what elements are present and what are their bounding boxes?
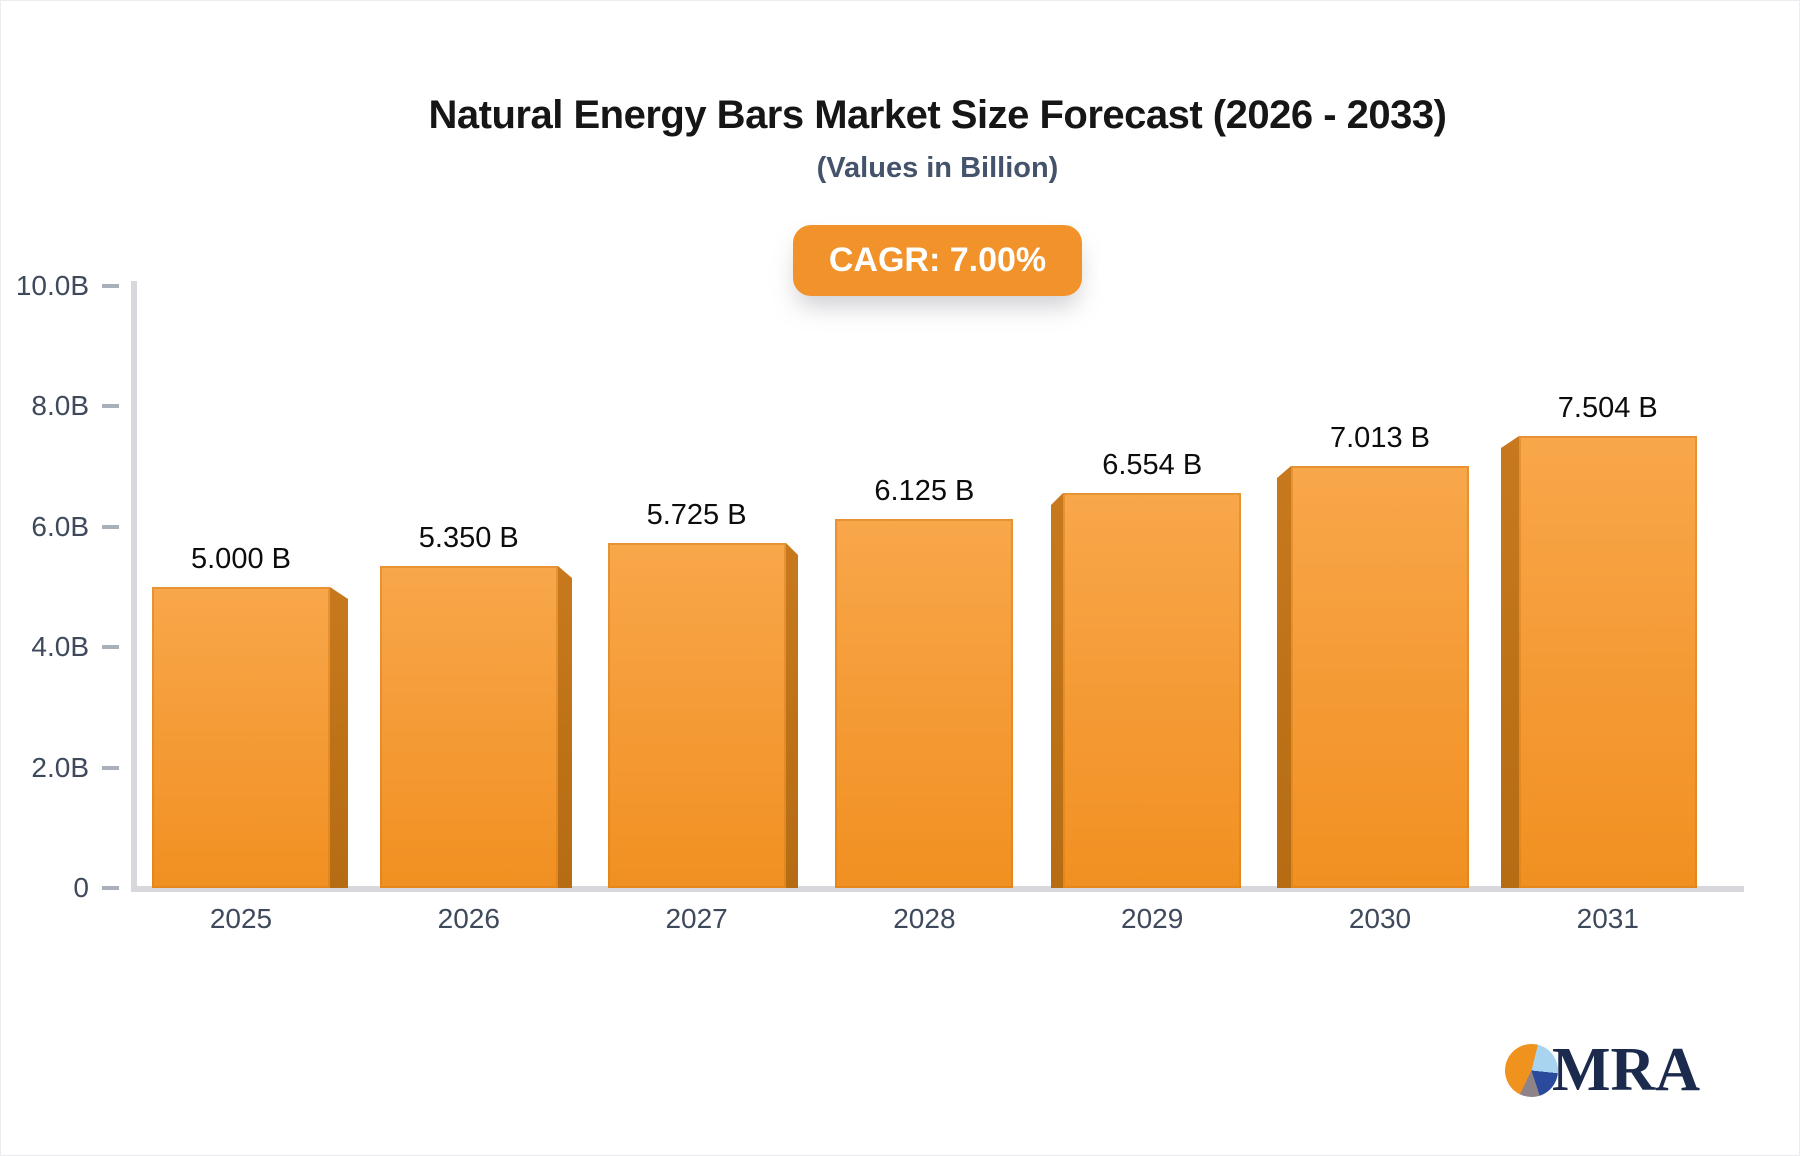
y-tick-dash: [102, 765, 119, 770]
chart-subtitle: (Values in Billion): [816, 152, 1059, 184]
y-tick-label: 0: [73, 872, 89, 903]
chart-title: Natural Energy Bars Market Size Forecast…: [428, 93, 1447, 137]
x-tick-label: 2030: [1348, 903, 1412, 934]
bar-side-2030: [1277, 466, 1291, 888]
bar-2028[interactable]: [835, 519, 1013, 888]
bar-value-label: 5.725 B: [646, 499, 747, 531]
y-tick-label: 6.0B: [31, 510, 89, 542]
y-tick-dash: [102, 886, 119, 890]
y-axis-line: [131, 281, 137, 892]
y-tick-dash: [102, 404, 119, 409]
bar-side-2026: [558, 566, 572, 888]
brand-logo: MRA: [1505, 1039, 1700, 1101]
bar-side-2029: [1051, 493, 1063, 888]
bar-2031[interactable]: [1519, 436, 1697, 888]
y-tick-label: 2.0B: [31, 751, 89, 783]
x-tick-label: 2029: [1121, 903, 1184, 934]
bar-value-label: 5.350 B: [418, 522, 519, 554]
bar-side-2031: [1501, 436, 1519, 888]
x-tick-label: 2028: [893, 903, 956, 934]
bar-side-2025: [330, 587, 348, 888]
x-tick-label: 2031: [1576, 903, 1639, 934]
y-tick-label: 4.0B: [31, 631, 89, 663]
chart-header: Natural Energy Bars Market Size Forecast…: [131, 93, 1744, 296]
y-tick-dash: [102, 524, 119, 529]
bar-2025[interactable]: [152, 587, 330, 888]
bar-2029[interactable]: [1063, 493, 1241, 888]
x-axis-line: [131, 886, 1744, 892]
brand-logo-text: MRA: [1552, 1036, 1701, 1104]
bar-value-label: 6.125 B: [874, 475, 975, 507]
bar-value-label: 7.504 B: [1557, 392, 1658, 424]
bar-side-2027: [786, 543, 798, 888]
y-tick-dash: [102, 284, 119, 288]
x-tick-label: 2027: [665, 903, 728, 934]
bar-value-label: 5.000 B: [191, 543, 291, 575]
y-tick-dash: [102, 645, 119, 650]
cagr-badge: CAGR: 7.00%: [792, 225, 1083, 296]
x-tick-label: 2025: [209, 903, 273, 934]
bar-2026[interactable]: [380, 566, 558, 888]
bar-value-label: 7.013 B: [1330, 422, 1430, 454]
pie-chart-logo-icon: [1505, 1043, 1558, 1097]
bar-2030[interactable]: [1291, 466, 1469, 888]
bar-2027[interactable]: [608, 543, 786, 888]
y-tick-label: 8.0B: [31, 390, 89, 422]
x-tick-label: 2026: [437, 903, 500, 934]
y-tick-label: 10.0B: [15, 270, 89, 301]
bar-value-label: 6.554 B: [1102, 449, 1203, 481]
